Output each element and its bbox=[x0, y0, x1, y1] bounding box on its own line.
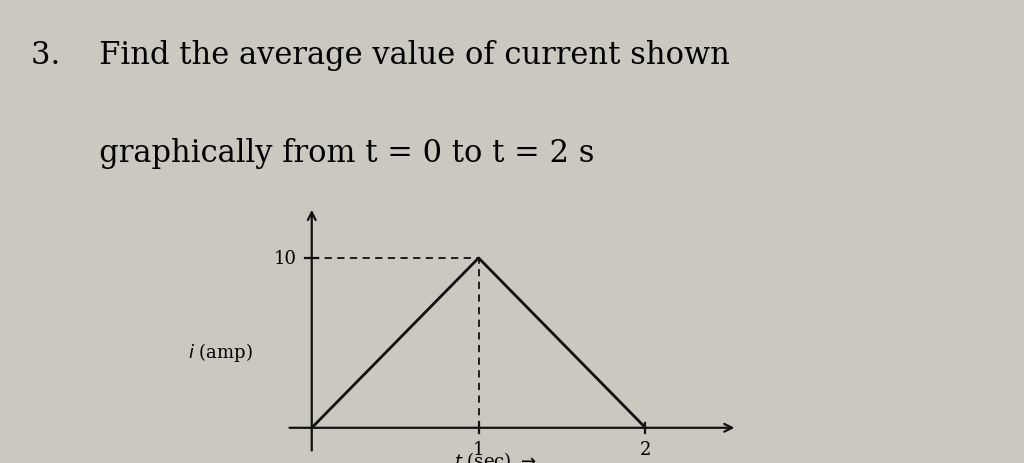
Text: $i$ (amp): $i$ (amp) bbox=[187, 340, 252, 363]
Text: graphically from t = 0 to t = 2 s: graphically from t = 0 to t = 2 s bbox=[31, 138, 594, 169]
Text: 1: 1 bbox=[473, 440, 484, 458]
Text: $t$ (sec) $\rightarrow$: $t$ (sec) $\rightarrow$ bbox=[455, 449, 537, 463]
Text: 2: 2 bbox=[640, 440, 651, 458]
Text: 10: 10 bbox=[273, 250, 297, 268]
Text: 3.    Find the average value of current shown: 3. Find the average value of current sho… bbox=[31, 40, 729, 71]
